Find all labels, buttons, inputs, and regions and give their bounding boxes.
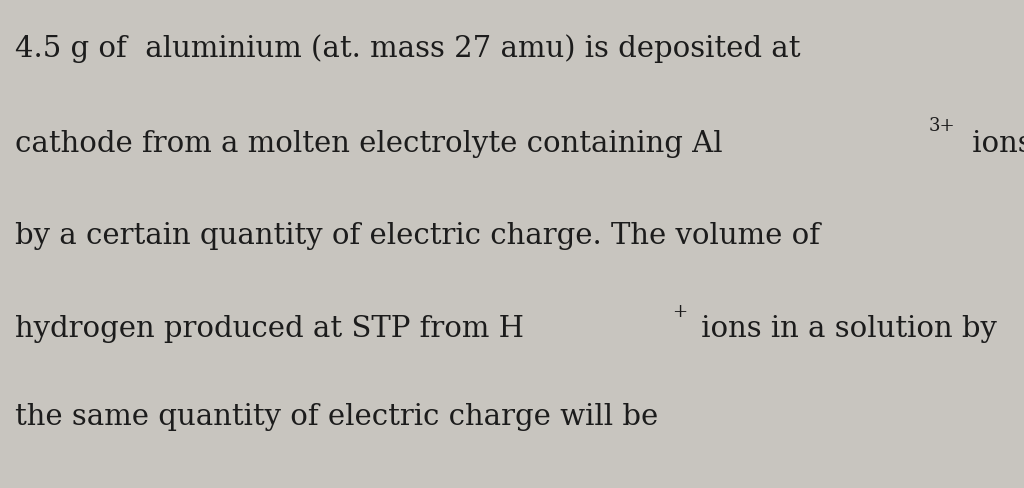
- Text: ions in a solution by: ions in a solution by: [691, 315, 996, 343]
- Text: 3+: 3+: [929, 117, 955, 135]
- Text: hydrogen produced at STP from H: hydrogen produced at STP from H: [15, 315, 524, 343]
- Text: the same quantity of electric charge will be: the same quantity of electric charge wil…: [15, 403, 658, 430]
- Text: ions: ions: [963, 129, 1024, 157]
- Text: 4.5 g of  aluminium (at. mass 27 amu) is deposited at: 4.5 g of aluminium (at. mass 27 amu) is …: [15, 34, 801, 63]
- Text: cathode from a molten electrolyte containing Al: cathode from a molten electrolyte contai…: [15, 129, 723, 157]
- Text: by a certain quantity of electric charge. The volume of: by a certain quantity of electric charge…: [15, 222, 820, 250]
- Text: +: +: [672, 303, 687, 321]
